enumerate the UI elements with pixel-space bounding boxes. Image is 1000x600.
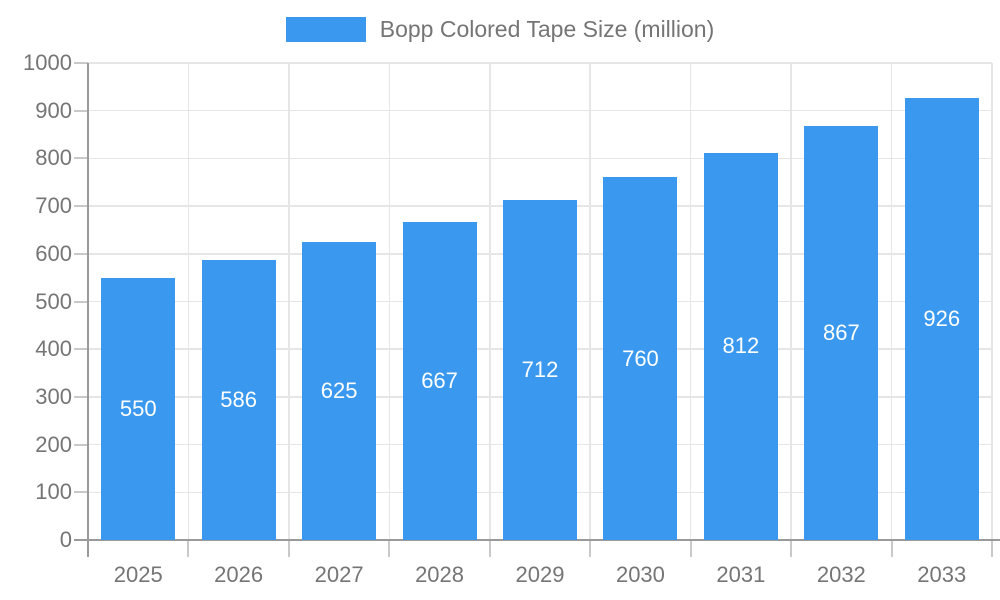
x-tick (589, 540, 592, 557)
bar-value-label: 586 (220, 387, 258, 413)
bar-value-label: 625 (320, 377, 358, 403)
y-tick (74, 62, 88, 64)
y-axis-line (87, 63, 89, 557)
y-tick (74, 157, 88, 160)
y-tick (74, 300, 88, 303)
x-tick-label: 2030 (615, 562, 665, 587)
x-tick (388, 540, 391, 557)
y-tick-label: 0 (59, 527, 72, 552)
bar[interactable] (201, 260, 276, 540)
x-tick-label: 2032 (816, 562, 866, 587)
y-tick (74, 443, 88, 446)
x-gridline (288, 63, 290, 540)
x-gridline (790, 63, 792, 540)
x-tick (689, 540, 692, 557)
legend[interactable]: Bopp Colored Tape Size (million) (0, 12, 1000, 46)
y-tick (74, 252, 88, 255)
bar-value-label: 760 (622, 345, 659, 371)
y-tick-label: 500 (35, 288, 72, 314)
bar[interactable] (402, 221, 477, 540)
bar[interactable] (904, 98, 979, 540)
bar[interactable] (101, 277, 176, 540)
x-axis-line (74, 539, 1000, 541)
y-tick-label: 200 (35, 431, 72, 457)
x-tick-label: 2033 (917, 562, 967, 587)
x-tick (488, 540, 491, 557)
x-tick (287, 540, 290, 557)
legend-swatch (285, 16, 366, 42)
y-gridline (88, 62, 992, 64)
x-tick (991, 540, 993, 557)
x-tick (187, 540, 190, 557)
y-tick-label: 100 (35, 479, 72, 505)
y-tick (74, 205, 88, 208)
bar[interactable] (302, 241, 377, 540)
x-gridline (489, 63, 491, 540)
x-gridline (388, 63, 391, 540)
y-gridline (88, 109, 992, 112)
y-tick-label: 1000 (23, 50, 72, 75)
bar-value-label: 926 (923, 306, 961, 332)
y-tick-label: 300 (35, 383, 72, 409)
bar[interactable] (703, 152, 778, 540)
x-gridline (187, 63, 190, 540)
y-tick-label: 900 (35, 97, 72, 123)
bar-value-label: 667 (421, 367, 458, 393)
y-tick (74, 395, 88, 398)
bar-value-label: 812 (722, 333, 760, 359)
x-gridline (689, 63, 692, 540)
x-gridline (991, 63, 993, 540)
y-tick-label: 800 (35, 145, 72, 171)
y-tick (74, 348, 88, 351)
y-tick-label: 700 (35, 193, 72, 219)
legend-label: Bopp Colored Tape Size (million) (379, 15, 715, 42)
bar-value-label: 867 (822, 320, 860, 346)
bar-value-label: 550 (119, 395, 157, 421)
x-gridline (890, 63, 893, 540)
bar[interactable] (503, 200, 577, 540)
x-tick-label: 2026 (214, 562, 264, 587)
y-tick (74, 491, 88, 494)
x-tick-label: 2029 (515, 562, 565, 587)
x-gridline (589, 63, 591, 540)
y-tick-label: 400 (35, 336, 72, 362)
bar[interactable] (603, 177, 678, 540)
bar-value-label: 712 (521, 357, 559, 383)
bar[interactable] (804, 126, 879, 540)
x-tick (790, 540, 793, 557)
y-tick-label: 600 (35, 240, 72, 266)
x-tick (890, 540, 893, 557)
y-tick (74, 109, 88, 112)
x-tick-label: 2031 (716, 562, 766, 587)
x-tick-label: 2027 (314, 562, 364, 587)
x-tick-label: 2028 (415, 562, 465, 587)
x-tick-label: 2025 (113, 562, 163, 587)
y-gridline (88, 157, 992, 160)
